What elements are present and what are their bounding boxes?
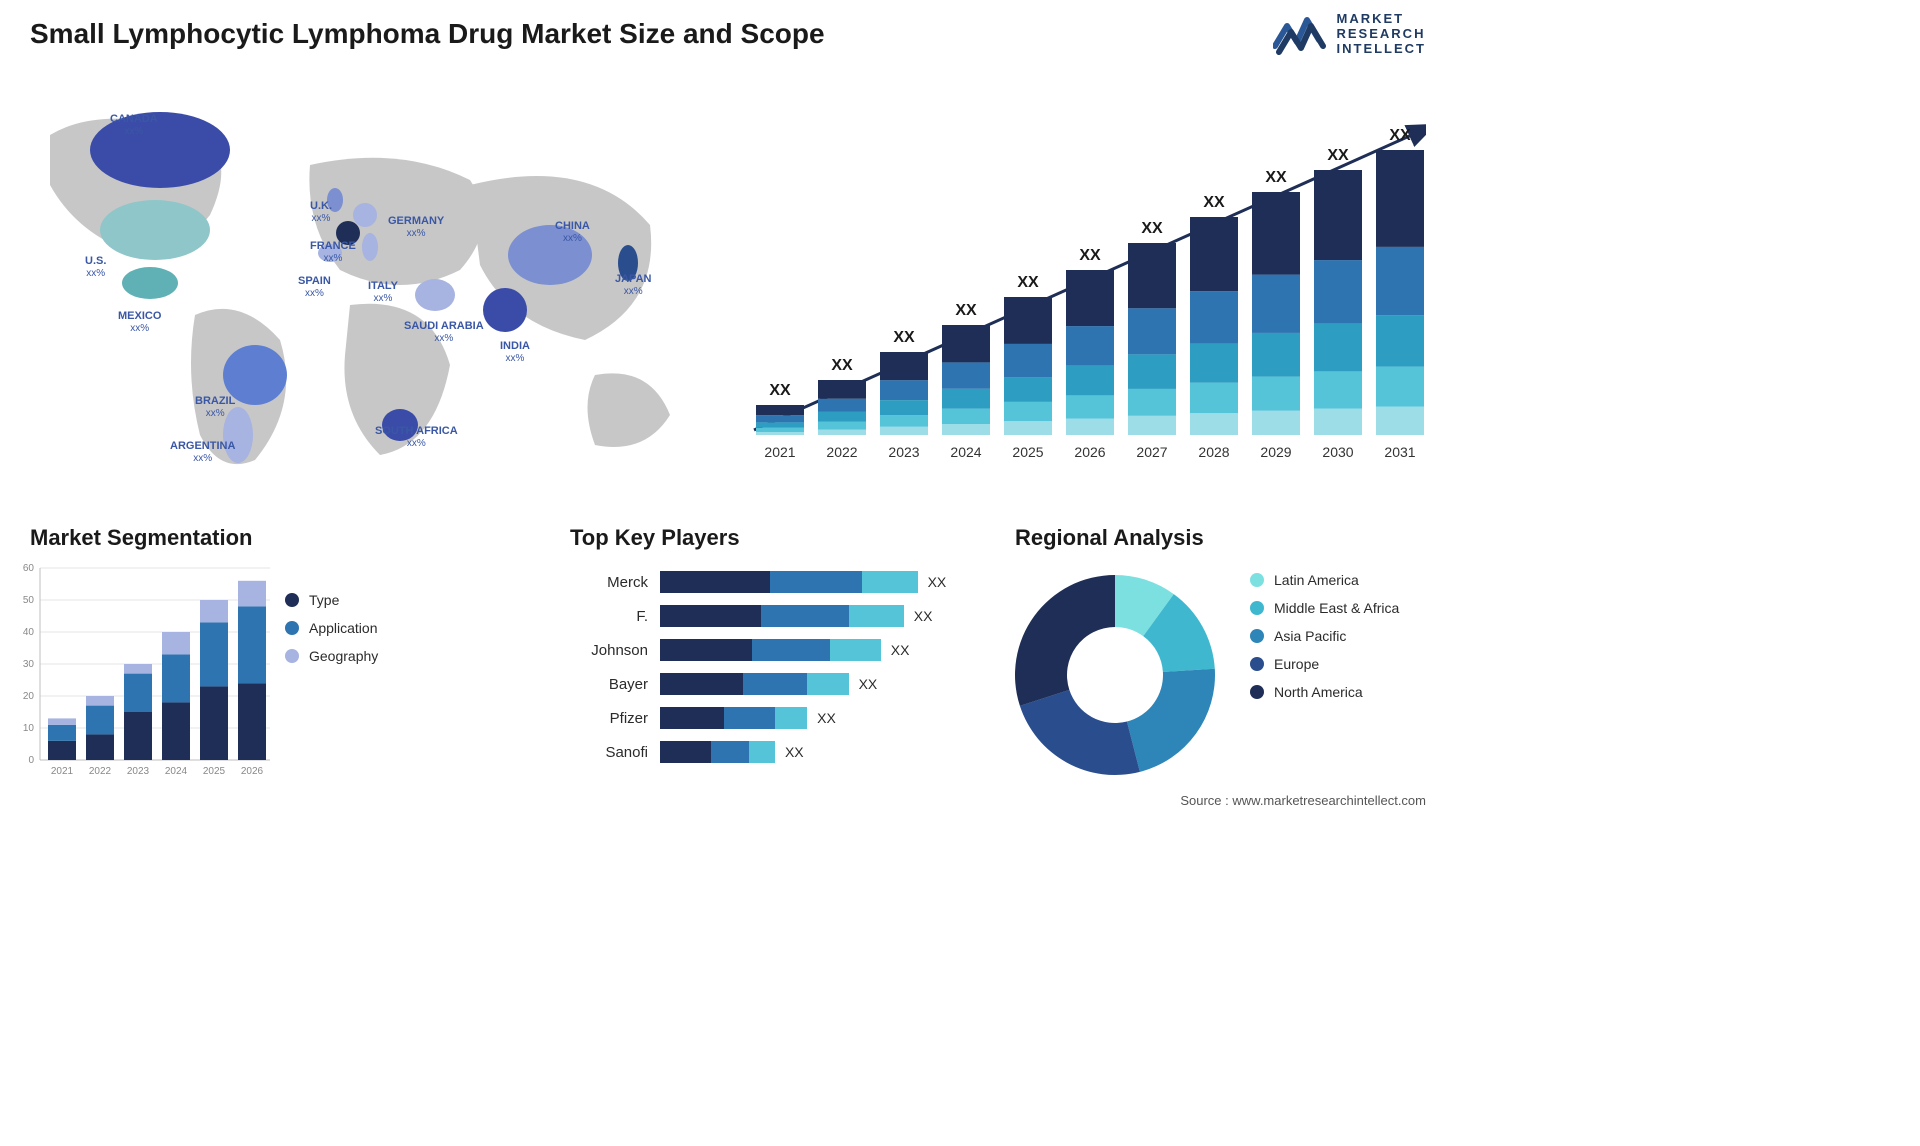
map-label: FRANCExx% xyxy=(310,240,356,264)
player-value: XX xyxy=(928,574,947,590)
map-label: SAUDI ARABIAxx% xyxy=(404,320,484,344)
svg-text:2024: 2024 xyxy=(165,766,188,777)
svg-text:XX: XX xyxy=(1389,127,1411,144)
logo-line1: MARKET xyxy=(1337,12,1427,27)
map-label: BRAZILxx% xyxy=(195,395,235,419)
svg-text:2022: 2022 xyxy=(89,766,112,777)
svg-text:50: 50 xyxy=(23,595,35,606)
svg-text:30: 30 xyxy=(23,659,35,670)
map-label: ARGENTINAxx% xyxy=(170,440,235,464)
legend-item: Europe xyxy=(1250,656,1399,672)
svg-text:2026: 2026 xyxy=(241,766,264,777)
map-label: JAPANxx% xyxy=(615,273,651,297)
svg-text:2025: 2025 xyxy=(203,766,226,777)
world-map: CANADAxx% U.S.xx% MEXICOxx% BRAZILxx% ARGENT… xyxy=(30,95,690,495)
map-label: U.K.xx% xyxy=(310,200,332,224)
page-title: Small Lymphocytic Lymphoma Drug Market S… xyxy=(30,18,825,50)
growth-bar-chart: XX 2021 XX 2022 XX 2023 XX 2024 XX 2025 XX 2026 XX 20… xyxy=(736,95,1426,485)
player-name: F. xyxy=(570,608,660,625)
player-value: XX xyxy=(914,608,933,624)
svg-text:40: 40 xyxy=(23,627,35,638)
svg-text:XX: XX xyxy=(831,357,853,374)
world-map-svg xyxy=(30,95,690,495)
svg-text:XX: XX xyxy=(955,302,977,319)
svg-text:2023: 2023 xyxy=(127,766,150,777)
svg-text:2023: 2023 xyxy=(888,444,919,460)
logo-icon xyxy=(1273,12,1329,56)
regional-legend: Latin America Middle East & Africa Asia Pa… xyxy=(1250,572,1399,712)
svg-text:XX: XX xyxy=(1079,247,1101,264)
svg-text:20: 20 xyxy=(23,691,35,702)
brand-logo: MARKET RESEARCH INTELLECT xyxy=(1273,12,1427,57)
map-label: CANADAxx% xyxy=(110,113,158,137)
svg-text:2029: 2029 xyxy=(1260,444,1291,460)
map-label: INDIAxx% xyxy=(500,340,530,364)
svg-text:2022: 2022 xyxy=(826,444,857,460)
player-row: Pfizer XX xyxy=(570,701,970,735)
player-row: Johnson XX xyxy=(570,633,970,667)
player-row: Sanofi XX xyxy=(570,735,970,769)
svg-text:60: 60 xyxy=(23,563,35,574)
svg-text:2027: 2027 xyxy=(1136,444,1167,460)
map-label: GERMANYxx% xyxy=(388,215,444,239)
player-value: XX xyxy=(817,710,836,726)
map-label: U.S.xx% xyxy=(85,255,106,279)
player-name: Bayer xyxy=(570,676,660,693)
player-row: F. XX xyxy=(570,599,970,633)
svg-text:0: 0 xyxy=(28,755,34,766)
player-name: Merck xyxy=(570,574,660,591)
map-label: CHINAxx% xyxy=(555,220,590,244)
legend-item: Asia Pacific xyxy=(1250,628,1399,644)
regional-donut xyxy=(1000,560,1230,790)
legend-item: Type xyxy=(285,592,378,608)
legend-item: Middle East & Africa xyxy=(1250,600,1399,616)
logo-line2: RESEARCH xyxy=(1337,27,1427,42)
player-name: Sanofi xyxy=(570,744,660,761)
map-label: SOUTH AFRICAxx% xyxy=(375,425,458,449)
regional-title: Regional Analysis xyxy=(1015,525,1204,551)
legend-item: Geography xyxy=(285,648,378,664)
map-label: MEXICOxx% xyxy=(118,310,161,334)
svg-text:XX: XX xyxy=(1327,147,1349,164)
svg-text:XX: XX xyxy=(1141,220,1163,237)
legend-item: Application xyxy=(285,620,378,636)
svg-text:2026: 2026 xyxy=(1074,444,1105,460)
svg-text:10: 10 xyxy=(23,723,35,734)
svg-text:2021: 2021 xyxy=(51,766,74,777)
segmentation-title: Market Segmentation xyxy=(30,525,253,551)
player-value: XX xyxy=(859,676,878,692)
svg-text:XX: XX xyxy=(893,329,915,346)
svg-text:XX: XX xyxy=(1017,274,1039,291)
svg-text:2025: 2025 xyxy=(1012,444,1043,460)
svg-text:2021: 2021 xyxy=(764,444,795,460)
svg-text:XX: XX xyxy=(1265,169,1287,186)
segmentation-legend: Type Application Geography xyxy=(285,592,378,676)
player-name: Pfizer xyxy=(570,710,660,727)
key-players-title: Top Key Players xyxy=(570,525,740,551)
svg-text:XX: XX xyxy=(769,382,791,399)
player-row: Merck XX xyxy=(570,565,970,599)
legend-item: Latin America xyxy=(1250,572,1399,588)
logo-line3: INTELLECT xyxy=(1337,42,1427,57)
player-value: XX xyxy=(785,744,804,760)
legend-item: North America xyxy=(1250,684,1399,700)
map-label: ITALYxx% xyxy=(368,280,398,304)
player-row: Bayer XX xyxy=(570,667,970,701)
player-name: Johnson xyxy=(570,642,660,659)
key-players-chart: MerckXXF.XXJohnsonXXBayerXXPfizerXXSanof… xyxy=(570,565,970,769)
svg-text:2030: 2030 xyxy=(1322,444,1353,460)
source-label: Source : www.marketresearchintellect.com xyxy=(1180,793,1426,808)
svg-text:2028: 2028 xyxy=(1198,444,1229,460)
svg-text:2031: 2031 xyxy=(1384,444,1415,460)
svg-text:2024: 2024 xyxy=(950,444,981,460)
svg-text:XX: XX xyxy=(1203,194,1225,211)
segmentation-chart: 0 10 20 30 40 50 60 2021 2022 2023 2024 2025 2026 xyxy=(12,560,272,785)
player-value: XX xyxy=(891,642,910,658)
map-label: SPAINxx% xyxy=(298,275,331,299)
